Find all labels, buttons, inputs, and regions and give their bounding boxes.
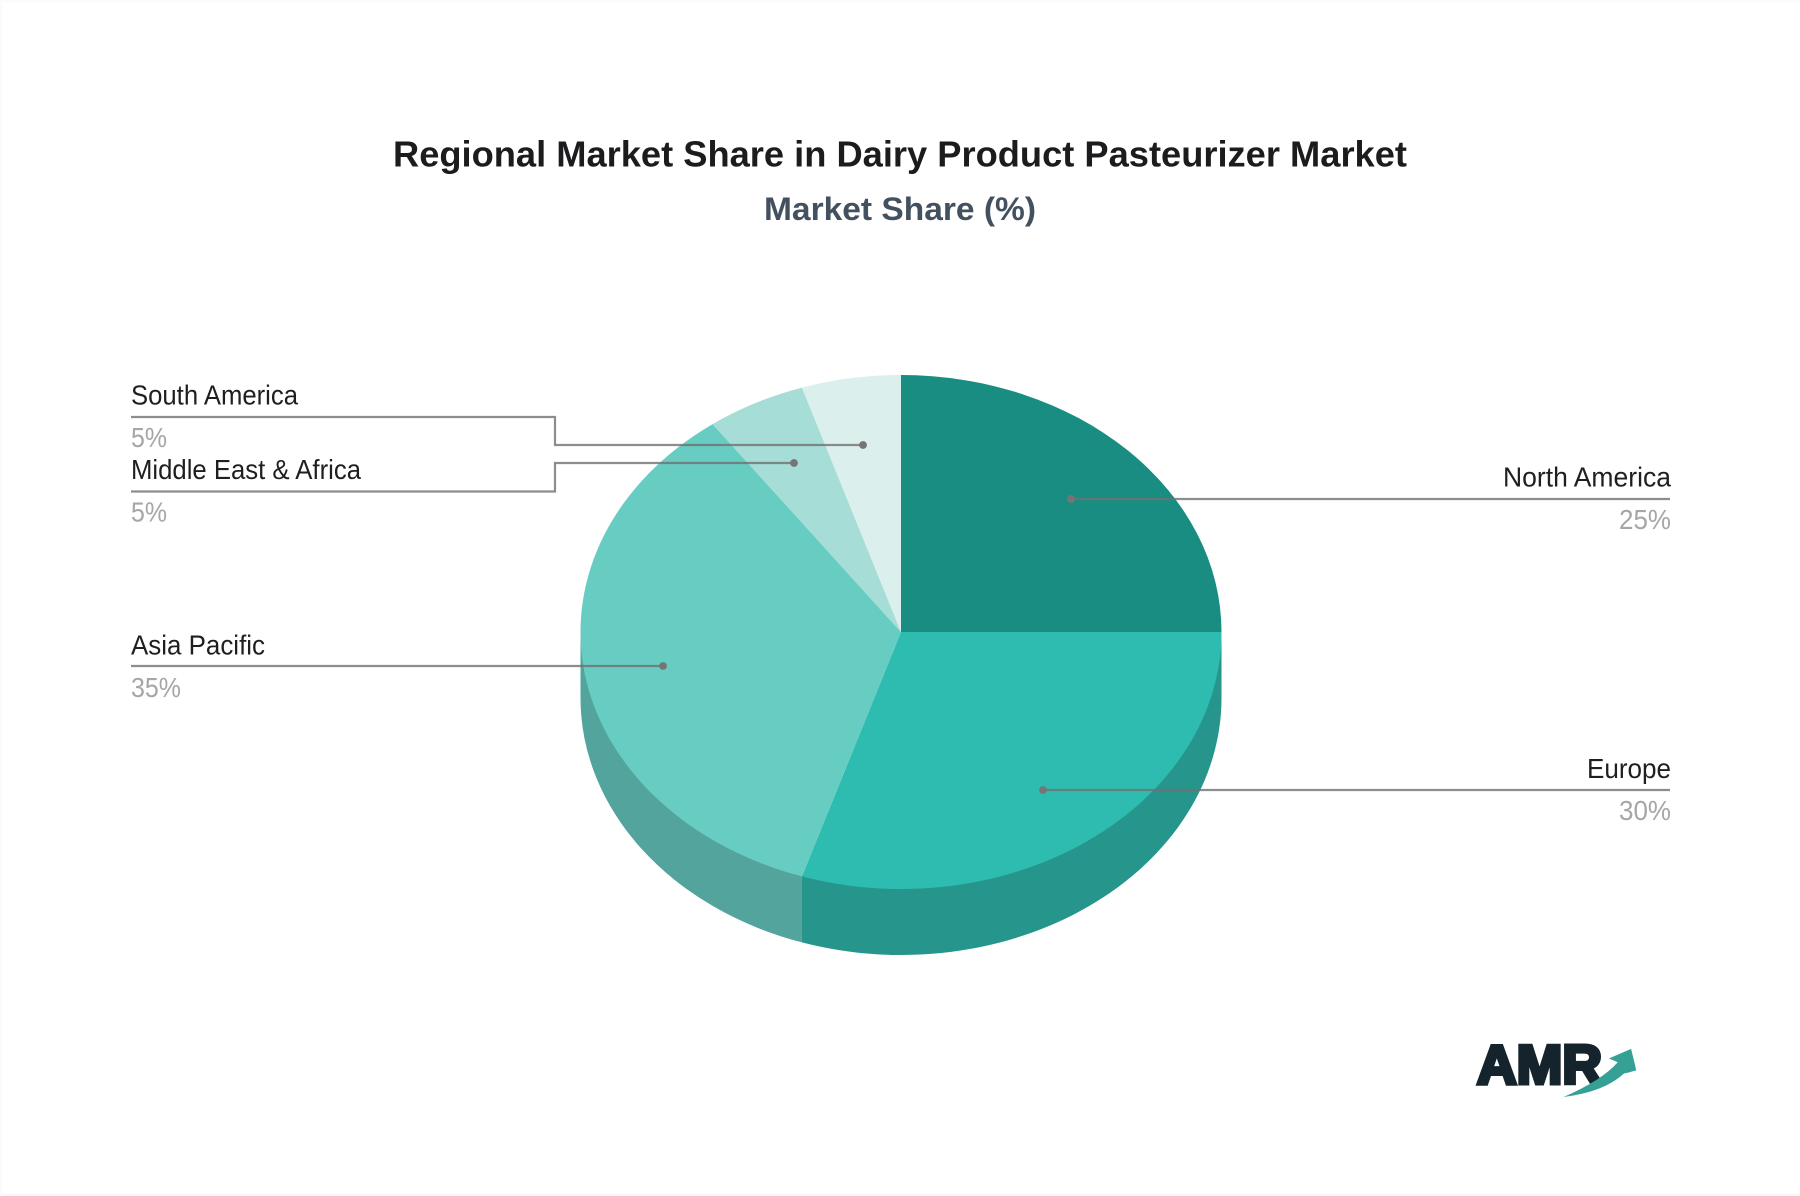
svg-text:Middle East & Africa: Middle East & Africa — [131, 454, 361, 485]
svg-text:South America: South America — [131, 380, 298, 411]
svg-text:Regional Market Share in Dairy: Regional Market Share in Dairy Product P… — [393, 134, 1407, 175]
svg-text:5%: 5% — [131, 497, 167, 528]
svg-text:35%: 35% — [131, 672, 181, 703]
svg-text:Asia Pacific: Asia Pacific — [131, 630, 265, 661]
svg-text:North America: North America — [1503, 462, 1671, 493]
svg-text:25%: 25% — [1619, 504, 1671, 535]
svg-text:5%: 5% — [131, 422, 167, 453]
svg-text:AMR: AMR — [1477, 1034, 1602, 1096]
svg-text:Market Share (%): Market Share (%) — [764, 191, 1036, 227]
svg-text:30%: 30% — [1619, 795, 1671, 826]
svg-text:Europe: Europe — [1587, 753, 1671, 784]
